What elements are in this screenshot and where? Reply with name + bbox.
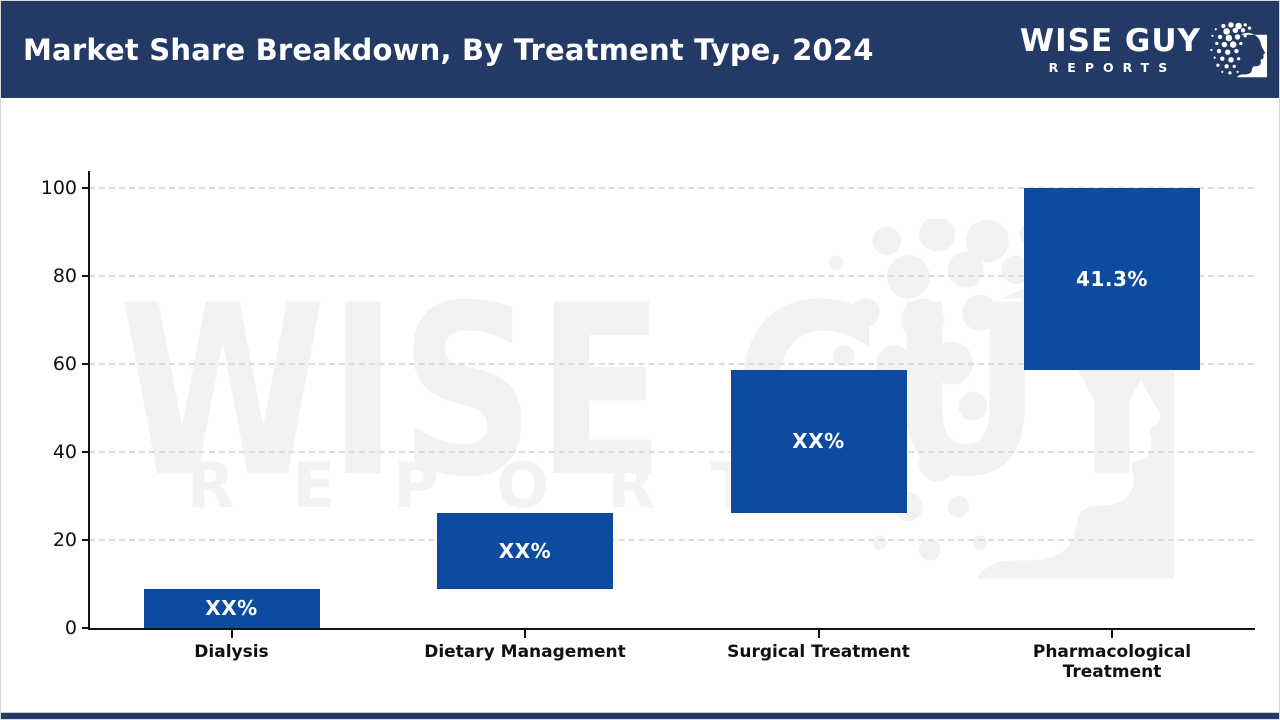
header-bar: Market Share Breakdown, By Treatment Typ…: [1, 1, 1279, 98]
brand-face-icon: [1207, 11, 1267, 89]
bar-value-label: 41.3%: [1076, 266, 1148, 291]
y-tick-mark-60: [81, 363, 89, 365]
x-tick-mark-dialysis: [230, 630, 233, 638]
x-axis-label-dietary-management: Dietary Management: [424, 642, 626, 662]
x-axis-label-pharmacological-treatment: Pharmacological Treatment: [1032, 642, 1192, 682]
x-axis-label-surgical-treatment: Surgical Treatment: [727, 642, 910, 662]
gridline-60: [89, 363, 1254, 365]
bar-pharmacological-treatment: 41.3%: [1024, 188, 1200, 370]
y-tick-mark-40: [81, 451, 89, 453]
brand-logo-text: WISE GUY REPORTS: [1020, 24, 1201, 75]
x-tick-mark-pharmacological-treatment: [1111, 630, 1113, 638]
y-tick-mark-80: [81, 275, 89, 277]
bar-surgical-treatment: XX%: [730, 369, 907, 514]
footer-bar: [1, 712, 1279, 719]
gridline-20: [89, 539, 1254, 541]
gridline-40: [89, 451, 1254, 453]
y-tick-label-100: 100: [40, 177, 77, 199]
bar-dialysis: XX%: [143, 588, 320, 628]
y-tick-label-80: 80: [52, 265, 77, 287]
x-axis-label-dialysis: Dialysis: [194, 642, 269, 662]
brand-subtitle: REPORTS: [1048, 60, 1177, 75]
y-tick-label-40: 40: [52, 441, 77, 463]
plot-area: XX% XX% XX% 41.3%: [89, 171, 1254, 628]
bar-value-label: XX%: [498, 539, 552, 563]
y-tick-label-0: 0: [64, 617, 77, 639]
brand-name: WISE GUY: [1019, 23, 1201, 59]
chart-title: Market Share Breakdown, By Treatment Typ…: [23, 32, 874, 67]
y-axis-line: [88, 171, 90, 630]
gridline-80: [89, 275, 1254, 277]
y-tick-label-20: 20: [52, 529, 77, 551]
x-tick-mark-dietary-management: [524, 630, 526, 638]
bar-value-label: XX%: [205, 596, 258, 621]
bar-value-label: XX%: [792, 429, 845, 454]
x-axis-line: [88, 628, 1255, 630]
watermark-text: WISE GUY: [119, 256, 1182, 529]
y-tick-mark-20: [81, 539, 89, 541]
y-tick-mark-100: [81, 187, 89, 189]
brand-logo: WISE GUY REPORTS: [1020, 11, 1267, 89]
x-tick-mark-surgical-treatment: [817, 630, 820, 638]
gridline-100: [89, 187, 1254, 189]
y-tick-mark-0: [81, 627, 89, 629]
bar-dietary-management: XX%: [437, 513, 613, 589]
y-tick-label-60: 60: [52, 353, 77, 375]
